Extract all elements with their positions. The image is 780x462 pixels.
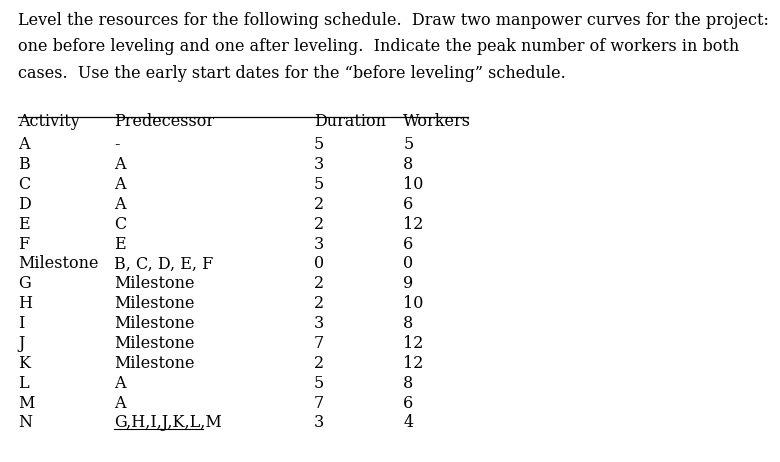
Text: G,H,I,J,K,L,M: G,H,I,J,K,L,M	[114, 414, 222, 432]
Text: E: E	[19, 216, 30, 233]
Text: 7: 7	[314, 335, 324, 352]
Text: C: C	[19, 176, 30, 193]
Text: 5: 5	[314, 176, 324, 193]
Text: A: A	[114, 395, 126, 412]
Text: N: N	[19, 414, 33, 432]
Text: 2: 2	[314, 275, 324, 292]
Text: 7: 7	[314, 395, 324, 412]
Text: Milestone: Milestone	[114, 335, 194, 352]
Text: D: D	[19, 196, 31, 213]
Text: 10: 10	[403, 176, 424, 193]
Text: 6: 6	[403, 196, 413, 213]
Text: 12: 12	[403, 335, 424, 352]
Text: G: G	[19, 275, 31, 292]
Text: 2: 2	[314, 196, 324, 213]
Text: B, C, D, E, F: B, C, D, E, F	[114, 255, 213, 273]
Text: 8: 8	[403, 375, 413, 392]
Text: 5: 5	[314, 136, 324, 153]
Text: 4: 4	[403, 414, 413, 432]
Text: Milestone: Milestone	[114, 295, 194, 312]
Text: one before leveling and one after leveling.  Indicate the peak number of workers: one before leveling and one after leveli…	[19, 38, 739, 55]
Text: 3: 3	[314, 236, 324, 253]
Text: L: L	[19, 375, 29, 392]
Text: 3: 3	[314, 315, 324, 332]
Text: Milestone: Milestone	[114, 275, 194, 292]
Text: 10: 10	[403, 295, 424, 312]
Text: K: K	[19, 355, 30, 372]
Text: 0: 0	[403, 255, 413, 273]
Text: F: F	[19, 236, 30, 253]
Text: 8: 8	[403, 156, 413, 173]
Text: I: I	[19, 315, 25, 332]
Text: 6: 6	[403, 395, 413, 412]
Text: 3: 3	[314, 414, 324, 432]
Text: 9: 9	[403, 275, 413, 292]
Text: A: A	[114, 156, 126, 173]
Text: H: H	[19, 295, 33, 312]
Text: Level the resources for the following schedule.  Draw two manpower curves for th: Level the resources for the following sc…	[19, 12, 769, 29]
Text: 5: 5	[314, 375, 324, 392]
Text: Milestone: Milestone	[114, 315, 194, 332]
Text: cases.  Use the early start dates for the “before leveling” schedule.: cases. Use the early start dates for the…	[19, 65, 566, 82]
Text: J: J	[19, 335, 25, 352]
Text: A: A	[114, 196, 126, 213]
Text: -: -	[114, 136, 119, 153]
Text: B: B	[19, 156, 30, 173]
Text: 3: 3	[314, 156, 324, 173]
Text: Predecessor: Predecessor	[114, 113, 214, 130]
Text: 2: 2	[314, 295, 324, 312]
Text: Duration: Duration	[314, 113, 386, 130]
Text: 2: 2	[314, 355, 324, 372]
Text: 8: 8	[403, 315, 413, 332]
Text: A: A	[114, 176, 126, 193]
Text: A: A	[114, 375, 126, 392]
Text: 0: 0	[314, 255, 324, 273]
Text: Workers: Workers	[403, 113, 471, 130]
Text: 12: 12	[403, 216, 424, 233]
Text: Milestone: Milestone	[114, 355, 194, 372]
Text: E: E	[114, 236, 126, 253]
Text: Activity: Activity	[19, 113, 80, 130]
Text: 2: 2	[314, 216, 324, 233]
Text: 5: 5	[403, 136, 413, 153]
Text: Milestone: Milestone	[19, 255, 99, 273]
Text: 12: 12	[403, 355, 424, 372]
Text: A: A	[19, 136, 30, 153]
Text: C: C	[114, 216, 126, 233]
Text: 6: 6	[403, 236, 413, 253]
Text: M: M	[19, 395, 35, 412]
